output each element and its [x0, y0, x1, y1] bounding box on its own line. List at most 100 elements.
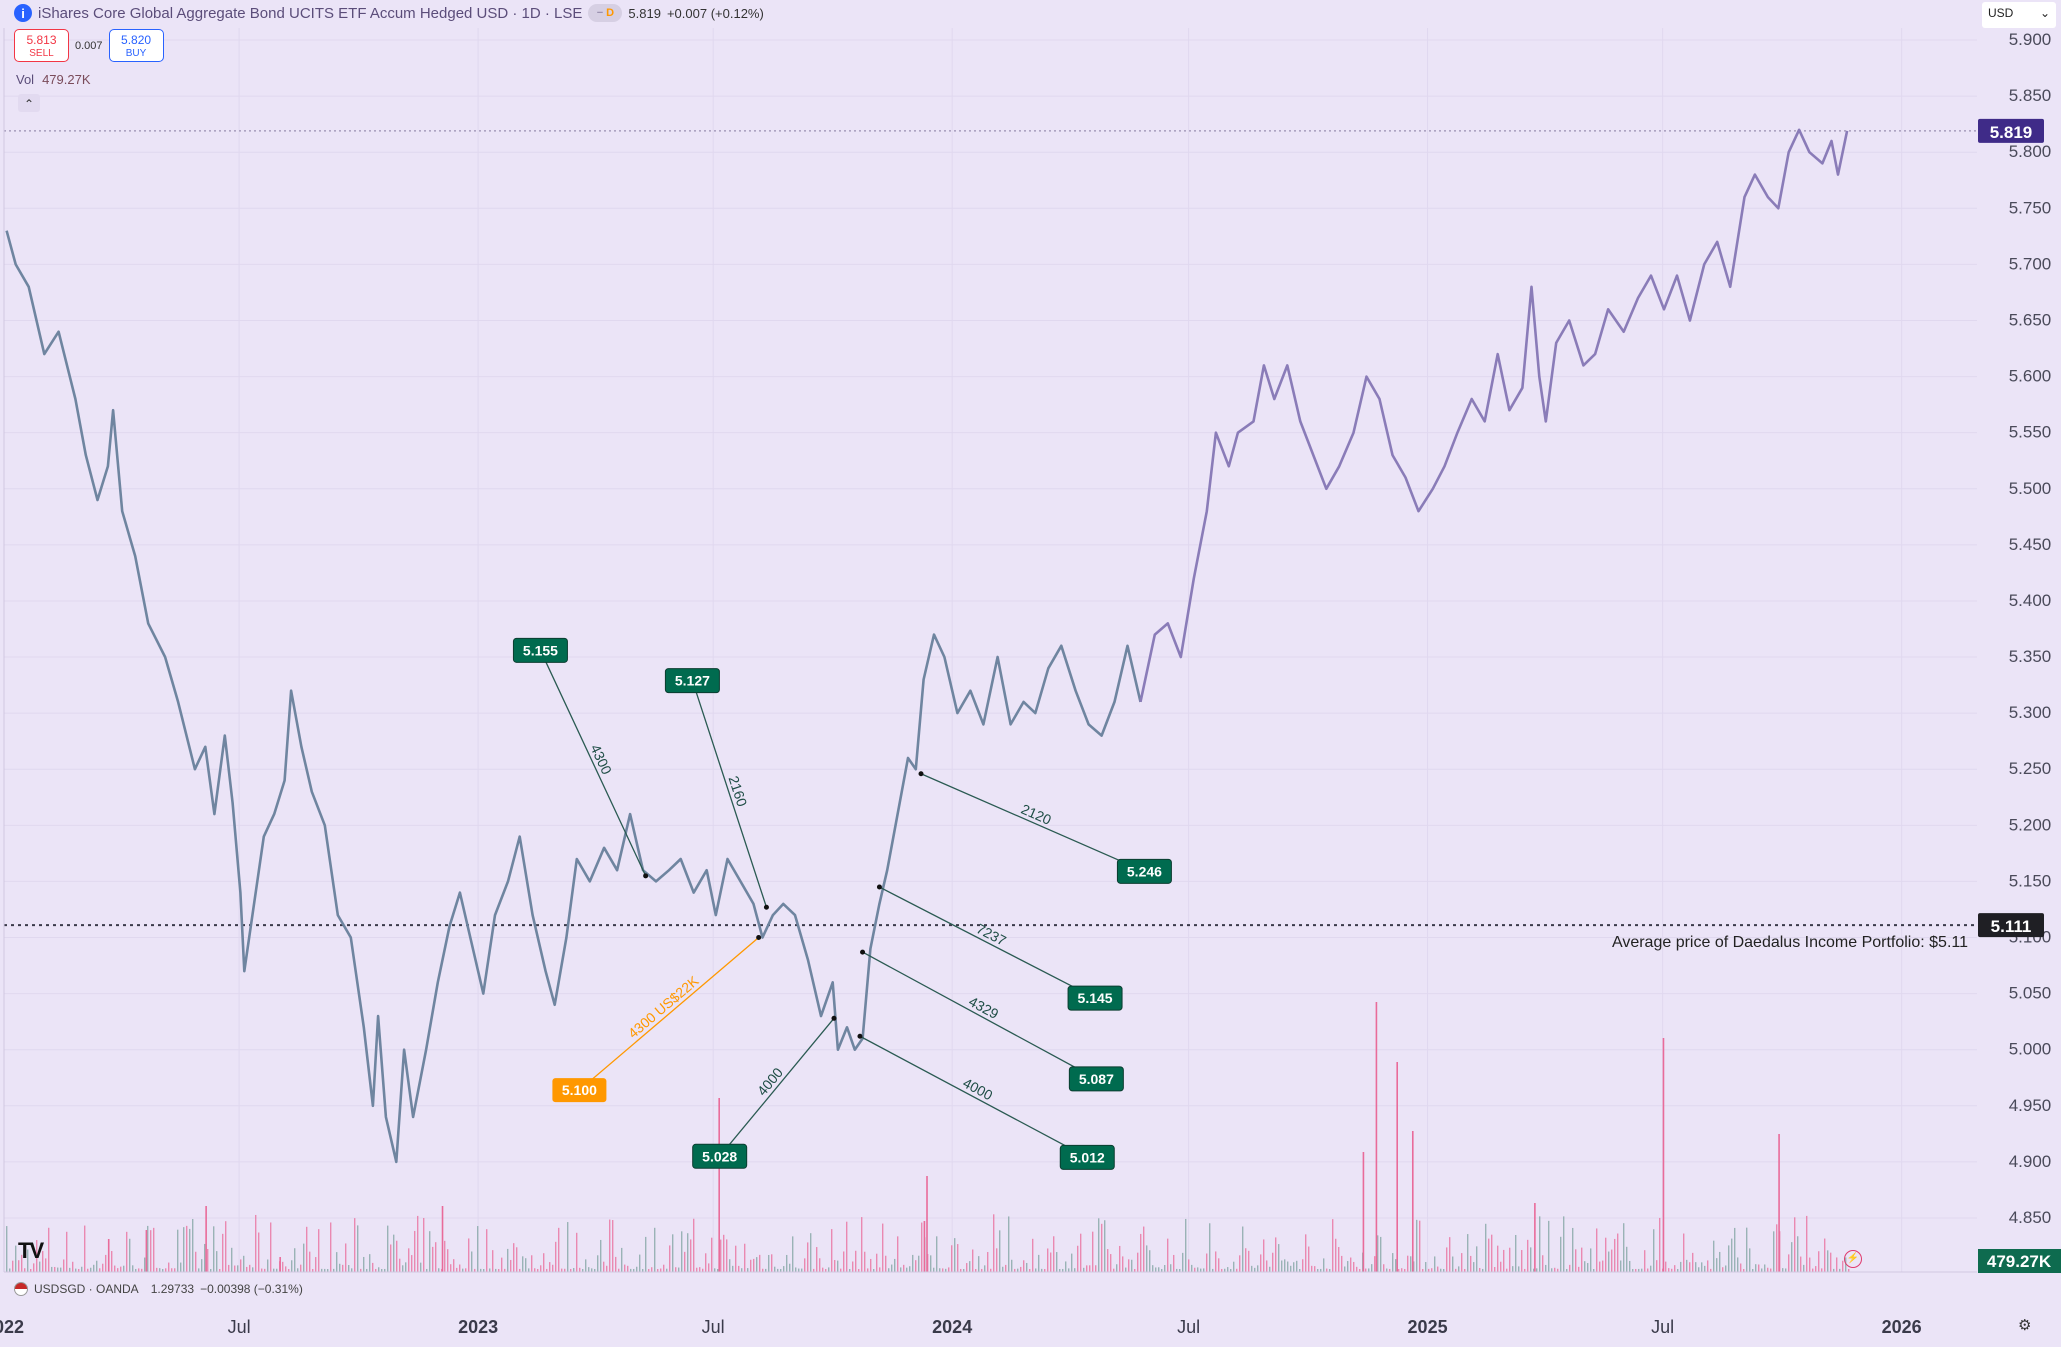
volume-bar: [516, 1247, 518, 1272]
volume-bar: [441, 1206, 444, 1272]
volume-bar: [156, 1267, 158, 1272]
volume-bar: [1740, 1263, 1742, 1272]
volume-bar: [1380, 1236, 1382, 1272]
volume-bar: [33, 1263, 35, 1272]
volume-bar: [1155, 1267, 1157, 1272]
volume-bar: [1566, 1268, 1568, 1272]
volume-bar: [1374, 1256, 1376, 1272]
volume-bar: [1302, 1259, 1304, 1272]
volume-bar: [1554, 1267, 1556, 1272]
volume-bar: [1194, 1267, 1196, 1272]
annotation-line: [578, 937, 760, 1091]
volume-bar: [1290, 1265, 1292, 1272]
currency-value: USD: [1988, 6, 2014, 20]
annotation-line: [539, 650, 647, 877]
x-tick-label: Jul: [702, 1317, 725, 1337]
volume-bar: [831, 1229, 833, 1272]
volume-bar: [648, 1268, 650, 1272]
volume-bar: [1797, 1236, 1799, 1272]
volume-bar: [114, 1265, 116, 1272]
volume-bar: [630, 1268, 632, 1272]
delay-badge-label: D: [606, 7, 615, 19]
volume-bar: [1710, 1268, 1712, 1272]
volume-bar: [718, 1098, 720, 1272]
info-icon[interactable]: i: [14, 4, 32, 22]
volume-bar: [1755, 1264, 1757, 1272]
volume-bar: [540, 1265, 542, 1272]
volume-bar: [1041, 1268, 1043, 1272]
volume-bar: [1122, 1256, 1124, 1272]
volume-bar: [1375, 1002, 1378, 1272]
volume-bar: [1197, 1267, 1199, 1272]
sell-button[interactable]: 5.813 SELL: [14, 29, 69, 62]
volume-bar: [1317, 1268, 1319, 1272]
volume-bar: [1113, 1268, 1115, 1272]
volume-bar: [1056, 1252, 1058, 1272]
symbol-title[interactable]: iShares Core Global Aggregate Bond UCITS…: [38, 4, 583, 22]
volume-bar: [1812, 1268, 1814, 1272]
buy-button[interactable]: 5.820 BUY: [108, 29, 164, 62]
volume-bar: [303, 1243, 305, 1272]
volume-bar: [738, 1265, 740, 1272]
volume-bar: [219, 1268, 221, 1272]
volume-bar: [6, 1226, 8, 1272]
volume-bar: [1848, 1268, 1850, 1272]
volume-bar: [708, 1263, 710, 1272]
volume-bar: [876, 1253, 878, 1272]
volume-bar: [1626, 1246, 1628, 1272]
volume-bar: [1695, 1262, 1697, 1272]
lightning-icon[interactable]: ⚡: [1844, 1250, 1862, 1268]
volume-bar: [504, 1268, 506, 1272]
subchart-label[interactable]: USDSGD · OANDA: [34, 1282, 139, 1296]
annotation-box: [692, 1143, 748, 1169]
volume-bar: [789, 1263, 791, 1272]
volume-bar: [1188, 1259, 1190, 1272]
volume-bar: [567, 1222, 569, 1272]
volume-bar: [939, 1268, 941, 1272]
volume-bar: [678, 1267, 680, 1272]
volume-bar: [981, 1268, 983, 1272]
volume-bar: [993, 1214, 995, 1272]
volume-bar: [1509, 1247, 1511, 1272]
volume-bar: [1761, 1268, 1763, 1272]
volume-bar: [1398, 1268, 1400, 1272]
y-tick-label: 4.900: [2009, 1152, 2052, 1171]
volume-bar: [1455, 1268, 1457, 1272]
settings-icon[interactable]: ⚙: [2018, 1317, 2032, 1334]
volume-bar: [1470, 1255, 1472, 1272]
volume-bar: [1494, 1267, 1496, 1272]
volume-bar: [1734, 1227, 1736, 1272]
volume-bar: [603, 1261, 605, 1272]
volume-bar: [228, 1264, 230, 1272]
price-label-box: [1978, 913, 2044, 938]
volume-bar: [1248, 1250, 1250, 1272]
volume-bar: [510, 1259, 512, 1272]
collapse-legend-button[interactable]: ⌃: [18, 94, 40, 112]
volume-bar: [846, 1221, 848, 1272]
volume-bar: [1230, 1268, 1232, 1272]
currency-select[interactable]: USD ⌄: [1982, 2, 2056, 28]
volume-bar: [183, 1227, 185, 1272]
volume-bar: [450, 1264, 452, 1272]
volume-bar: [210, 1268, 212, 1272]
volume-bar: [111, 1251, 113, 1272]
volume-bar: [18, 1260, 20, 1272]
volume-bar: [1080, 1233, 1082, 1272]
volume-bar: [1524, 1268, 1526, 1272]
volume-bar: [1350, 1257, 1352, 1272]
volume-bar: [1092, 1231, 1094, 1272]
volume-bar: [117, 1268, 119, 1272]
volume-bar: [618, 1268, 620, 1272]
volume-bar: [1446, 1247, 1448, 1272]
volume-bar: [201, 1259, 203, 1272]
volume-bar: [315, 1257, 317, 1272]
volume-bar: [672, 1234, 674, 1272]
volume-bar: [687, 1233, 689, 1272]
volume-bar: [384, 1268, 386, 1272]
volume-bar: [1137, 1252, 1139, 1272]
volume-bar: [1254, 1267, 1256, 1272]
volume-bar: [1668, 1268, 1670, 1272]
volume-bar: [348, 1265, 350, 1272]
volume-bar: [1635, 1268, 1637, 1272]
